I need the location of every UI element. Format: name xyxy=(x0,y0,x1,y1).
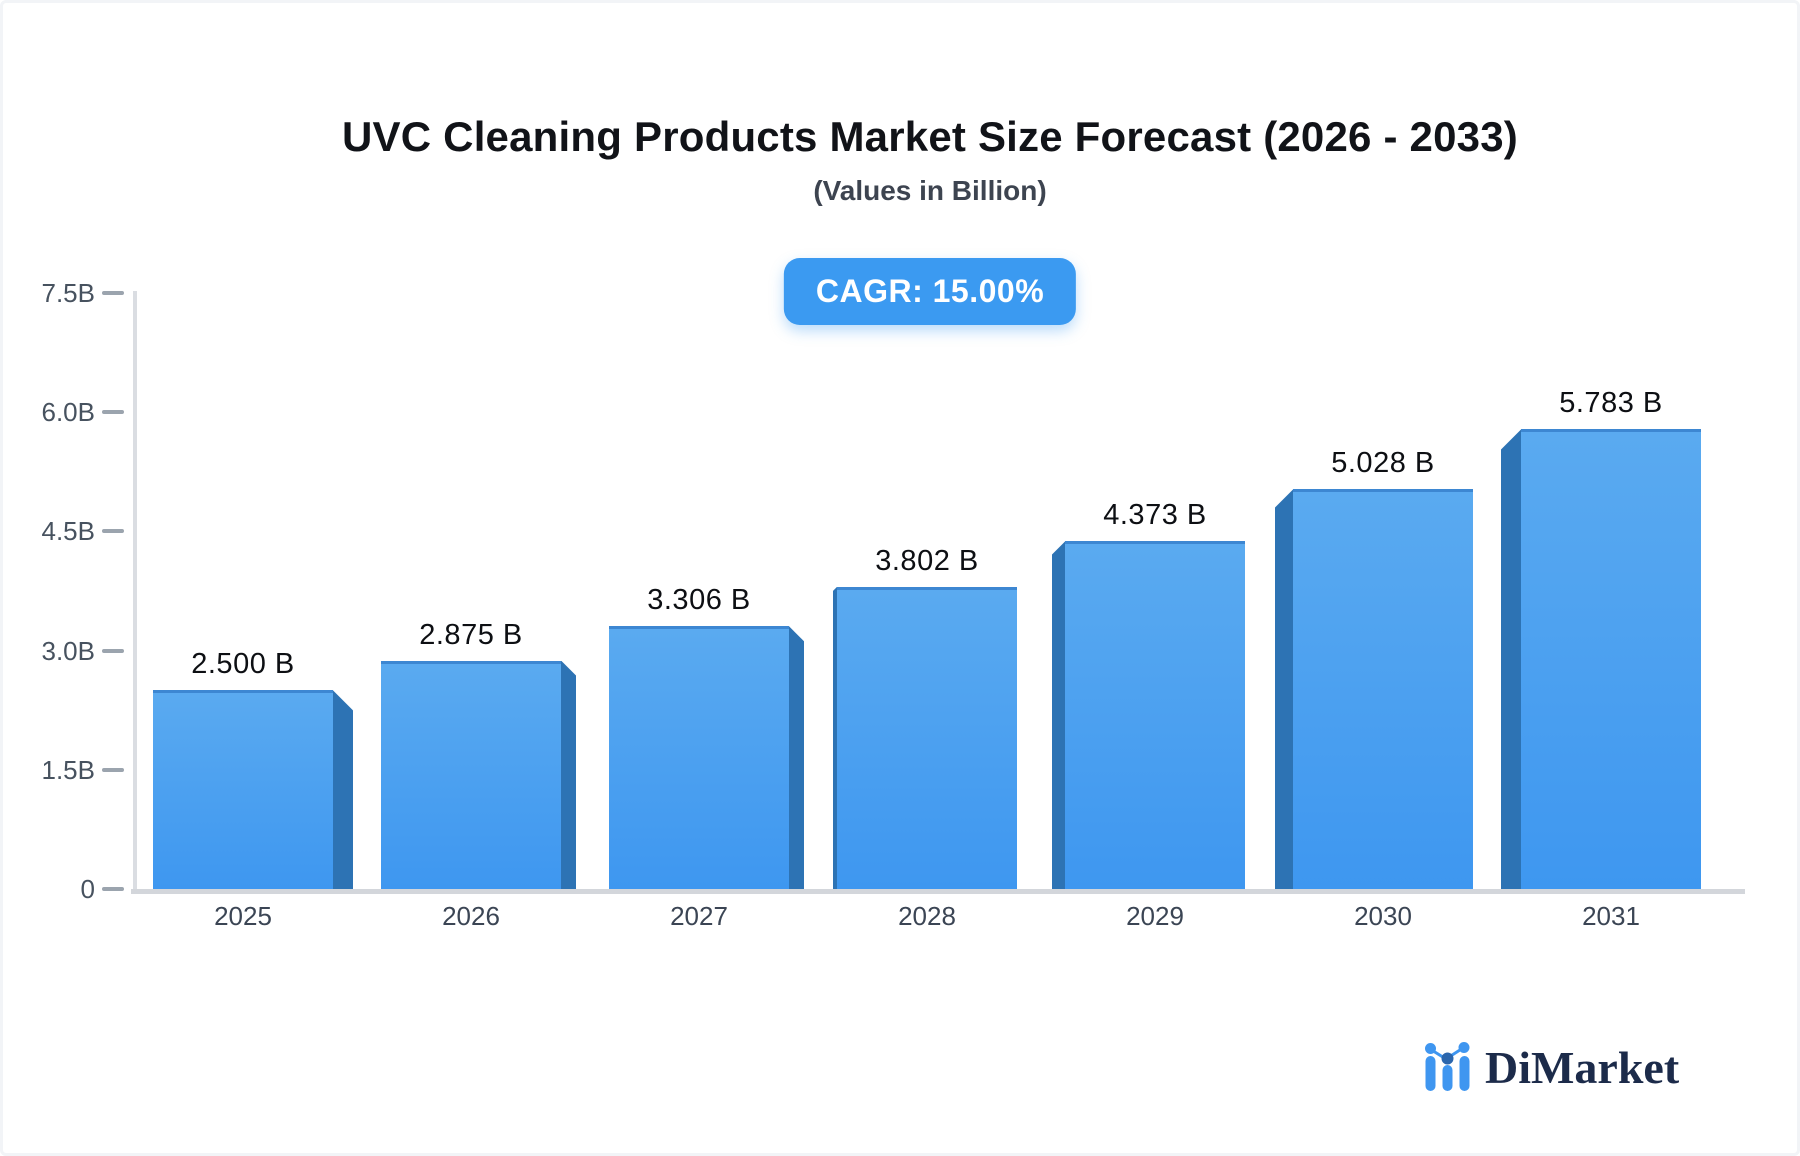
y-axis-line xyxy=(133,291,137,889)
x-axis-label: 2030 xyxy=(1354,901,1412,931)
y-axis-label: 3.0B xyxy=(41,635,96,666)
y-axis-tick xyxy=(102,648,124,653)
bar-3d-side xyxy=(789,626,804,889)
chart-subtitle: (Values in Billion) xyxy=(813,175,1047,206)
y-axis-label: 7.5B xyxy=(41,278,96,308)
x-axis-label: 2026 xyxy=(442,901,500,931)
bar-value-label: 2.500 B xyxy=(191,648,295,681)
x-axis-label: 2031 xyxy=(1582,901,1640,931)
y-axis-tick xyxy=(102,887,124,891)
y-axis-label: 4.5B xyxy=(41,516,96,547)
bar-3d-side xyxy=(1275,489,1293,889)
bar-value-label: 3.306 B xyxy=(647,584,751,617)
bar xyxy=(609,626,789,889)
bar-3d-side xyxy=(561,660,576,889)
bar-value-label: 5.783 B xyxy=(1559,387,1663,420)
y-axis-tick xyxy=(102,529,124,534)
bar-value-label: 3.802 B xyxy=(875,544,979,577)
bar-value-label: 5.028 B xyxy=(1331,447,1435,480)
bar xyxy=(153,690,333,889)
bar xyxy=(381,660,561,889)
bar xyxy=(1293,489,1473,889)
dimarket-logo: DiMarket xyxy=(1423,1039,1679,1091)
bar-3d-side xyxy=(333,690,353,889)
y-axis-label: 0 xyxy=(80,874,95,904)
logo-text: DiMarket xyxy=(1485,1042,1680,1093)
x-axis-label: 2027 xyxy=(670,901,728,931)
y-axis-label: 1.5B xyxy=(41,754,96,785)
bar-value-label: 4.373 B xyxy=(1103,499,1207,532)
x-axis-label: 2029 xyxy=(1126,901,1184,931)
bar-value-label: 2.875 B xyxy=(419,618,523,651)
bar xyxy=(1065,541,1245,889)
y-axis-tick xyxy=(102,767,124,772)
cagr-badge: CAGR: 15.00% xyxy=(783,258,1077,325)
y-axis-label: 6.0B xyxy=(41,397,96,428)
y-axis-tick xyxy=(102,410,124,415)
x-axis-baseline xyxy=(131,889,1745,894)
y-axis-tick xyxy=(102,291,124,295)
bar-3d-side xyxy=(833,586,837,889)
bar-chart-with-trend-icon xyxy=(1425,1042,1470,1091)
bar-3d-side xyxy=(1052,541,1065,889)
bar-3d-side xyxy=(1501,429,1521,889)
bar xyxy=(1521,429,1701,889)
x-axis-label: 2025 xyxy=(214,901,272,931)
x-axis-label: 2028 xyxy=(898,901,956,931)
chart-title: UVC Cleaning Products Market Size Foreca… xyxy=(342,113,1518,160)
bar xyxy=(837,586,1017,889)
